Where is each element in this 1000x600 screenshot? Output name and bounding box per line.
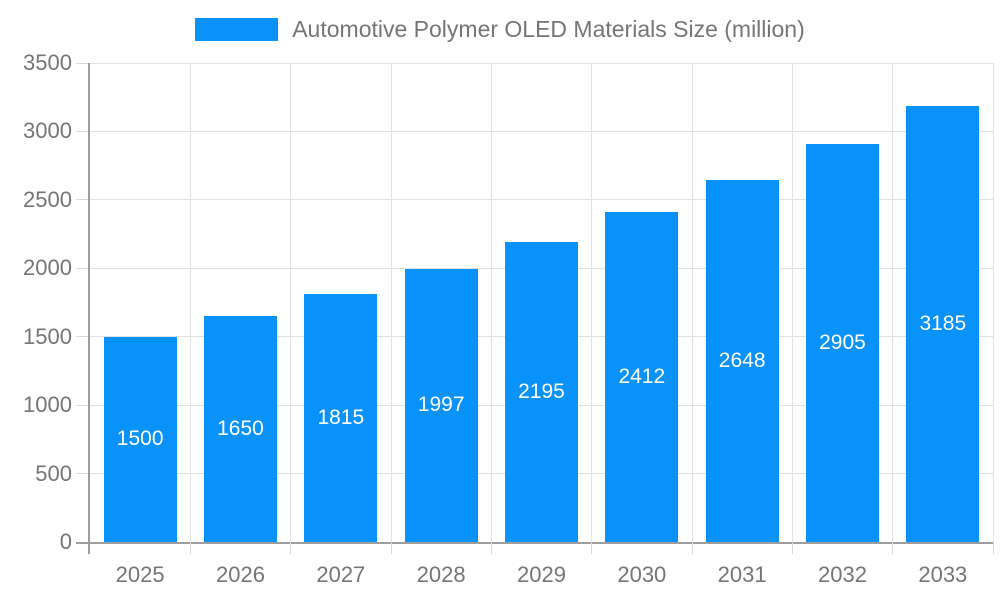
legend-series-label: Automotive Polymer OLED Materials Size (… bbox=[292, 16, 805, 42]
x-axis-tick-label: 2031 bbox=[717, 562, 767, 587]
x-axis-tick-label: 2026 bbox=[216, 562, 265, 587]
bar: 3185 bbox=[906, 106, 980, 542]
y-axis-tick bbox=[76, 130, 88, 132]
bar-value-label: 3185 bbox=[919, 312, 967, 336]
x-axis-tick bbox=[88, 542, 90, 554]
bar: 1650 bbox=[203, 316, 278, 542]
gridline-vertical bbox=[490, 63, 492, 542]
gridline-vertical bbox=[390, 63, 392, 542]
gridline-vertical bbox=[691, 63, 693, 542]
y-axis-tick-label: 3000 bbox=[23, 118, 72, 144]
y-axis-tick bbox=[76, 199, 88, 201]
legend: Automotive Polymer OLED Materials Size (… bbox=[0, 16, 1000, 43]
y-axis-tick bbox=[76, 473, 88, 475]
y-axis-tick-label: 500 bbox=[35, 460, 72, 486]
x-axis-tick bbox=[490, 542, 492, 554]
y-axis-tick bbox=[76, 404, 88, 406]
gridline-horizontal bbox=[90, 199, 993, 201]
gridline-vertical bbox=[892, 63, 894, 542]
bar-value-label: 1500 bbox=[116, 427, 164, 451]
bar: 1815 bbox=[304, 293, 378, 542]
x-axis-tick bbox=[791, 542, 793, 554]
bar: 2648 bbox=[705, 179, 779, 542]
y-axis-tick-label: 1500 bbox=[23, 323, 72, 349]
gridline-vertical bbox=[791, 63, 793, 542]
bar-value-label: 1650 bbox=[217, 417, 264, 441]
x-axis-tick-label: 2029 bbox=[517, 562, 566, 587]
y-axis-tick bbox=[76, 267, 88, 269]
x-axis-tick bbox=[992, 542, 994, 554]
gridline-vertical bbox=[189, 63, 191, 542]
bar: 2905 bbox=[805, 144, 880, 542]
bar-value-label: 2195 bbox=[518, 379, 565, 403]
gridline-vertical bbox=[591, 63, 593, 542]
gridline-horizontal bbox=[90, 130, 993, 132]
y-axis-tick-label: 2500 bbox=[23, 186, 72, 212]
gridline-vertical bbox=[992, 63, 994, 542]
x-axis-tick-label: 2028 bbox=[416, 562, 466, 587]
bar: 2195 bbox=[504, 241, 579, 542]
bar-value-label: 2412 bbox=[618, 364, 666, 388]
bar: 2412 bbox=[605, 211, 679, 542]
x-axis-tick bbox=[290, 542, 292, 554]
x-axis-tick-label: 2025 bbox=[115, 562, 165, 587]
bar-value-label: 2905 bbox=[819, 331, 866, 355]
x-axis-tick-label: 2027 bbox=[316, 562, 366, 587]
gridline-vertical bbox=[290, 63, 292, 542]
x-axis-tick bbox=[390, 542, 392, 554]
y-axis-tick-label: 0 bbox=[59, 529, 72, 554]
bar-value-label: 2648 bbox=[718, 348, 766, 372]
x-axis-tick bbox=[591, 542, 593, 554]
x-axis-tick-label: 2030 bbox=[617, 562, 667, 587]
x-axis-tick-label: 2033 bbox=[918, 562, 968, 587]
y-axis-tick bbox=[76, 336, 88, 338]
x-axis-tick bbox=[189, 542, 191, 554]
x-axis-tick bbox=[892, 542, 894, 554]
bar-value-label: 1815 bbox=[317, 405, 365, 429]
plot-area: 0 500 1000 1500 2000 2500 3000 3500 1500 2025 1650… bbox=[23, 50, 994, 587]
bar: 1997 bbox=[404, 268, 478, 542]
x-axis-tick bbox=[691, 542, 693, 554]
legend-swatch bbox=[195, 18, 279, 41]
y-axis-tick-label: 1000 bbox=[23, 392, 72, 418]
y-axis-tick bbox=[76, 62, 88, 64]
bar-value-label: 1997 bbox=[417, 393, 465, 417]
gridline-horizontal bbox=[90, 62, 993, 64]
x-axis-tick-label: 2032 bbox=[818, 562, 867, 587]
y-axis-tick bbox=[76, 541, 88, 544]
bar: 1500 bbox=[103, 336, 177, 542]
y-axis-tick-label: 3500 bbox=[23, 50, 72, 75]
y-axis-tick-label: 2000 bbox=[23, 255, 72, 281]
